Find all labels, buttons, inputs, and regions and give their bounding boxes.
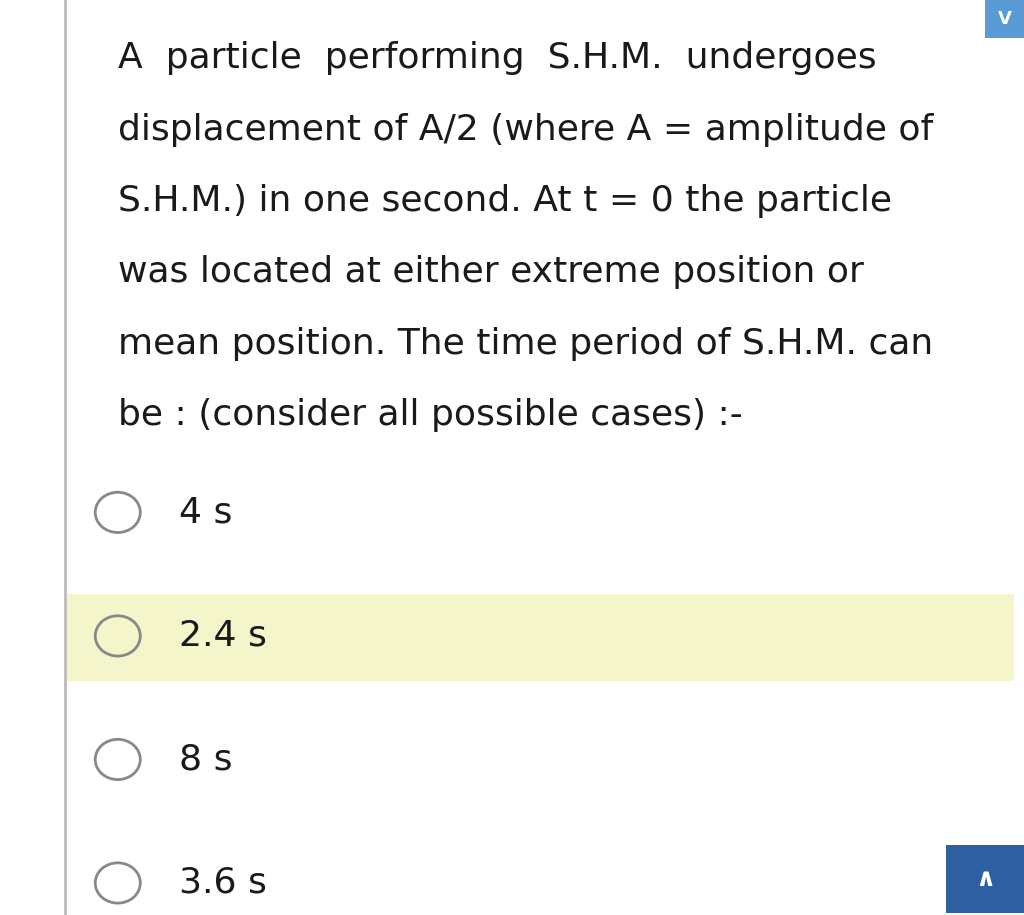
- FancyBboxPatch shape: [985, 0, 1024, 38]
- Text: be : (consider all possible cases) :-: be : (consider all possible cases) :-: [118, 398, 742, 432]
- Text: mean position. The time period of S.H.M. can: mean position. The time period of S.H.M.…: [118, 327, 933, 361]
- FancyBboxPatch shape: [67, 594, 1014, 681]
- Text: 8 s: 8 s: [179, 742, 232, 777]
- Text: S.H.M.) in one second. At t = 0 the particle: S.H.M.) in one second. At t = 0 the part…: [118, 184, 892, 218]
- Text: displacement of A/2 (where A = amplitude of: displacement of A/2 (where A = amplitude…: [118, 113, 933, 146]
- Text: V: V: [997, 10, 1012, 28]
- Text: A  particle  performing  S.H.M.  undergoes: A particle performing S.H.M. undergoes: [118, 41, 877, 75]
- FancyBboxPatch shape: [946, 845, 1024, 913]
- Text: was located at either extreme position or: was located at either extreme position o…: [118, 255, 863, 289]
- Text: ∧: ∧: [975, 867, 995, 891]
- Text: 4 s: 4 s: [179, 495, 232, 530]
- Text: 2.4 s: 2.4 s: [179, 619, 267, 653]
- Text: 3.6 s: 3.6 s: [179, 866, 267, 900]
